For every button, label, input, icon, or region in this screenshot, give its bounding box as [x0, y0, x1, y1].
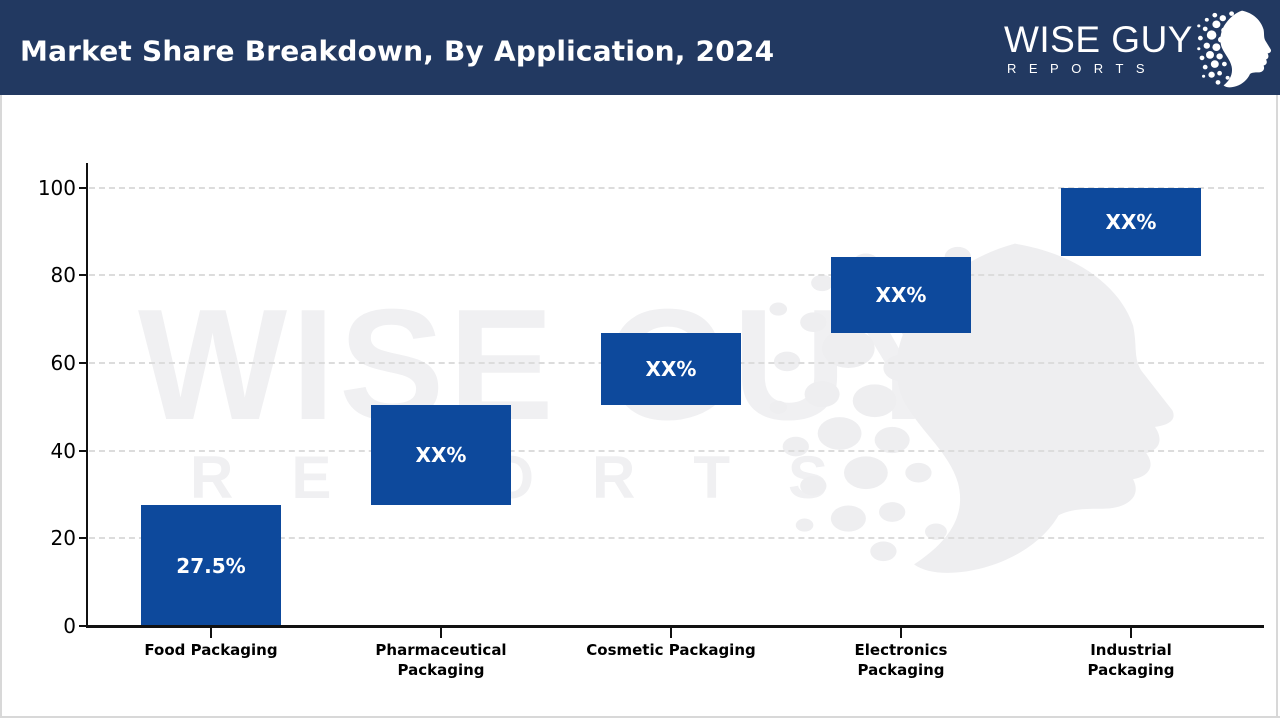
x-category-label: Food Packaging — [144, 641, 278, 659]
bar — [141, 505, 281, 626]
y-tick-mark — [79, 186, 88, 189]
y-tick-mark — [79, 274, 88, 277]
x-category-label: Cosmetic Packaging — [586, 641, 756, 659]
x-tick-mark — [1130, 628, 1132, 638]
frame-border-bottom — [0, 716, 1280, 718]
x-category-label: Electronics Packaging — [854, 641, 948, 680]
y-tick-label: 40 — [50, 438, 76, 463]
watermark-face-icon — [769, 243, 1174, 573]
y-tick-label: 20 — [50, 526, 76, 551]
watermark-text-line1: WISE GUY — [138, 277, 961, 453]
x-axis-spine — [86, 625, 1264, 628]
y-tick-mark — [79, 625, 88, 627]
y-tick-mark — [79, 537, 88, 540]
header-bar: Market Share Breakdown, By Application, … — [0, 0, 1280, 95]
gridline — [89, 274, 1264, 277]
frame-border-right — [1276, 95, 1278, 717]
y-tick-mark — [79, 361, 88, 364]
bar — [601, 332, 741, 405]
x-tick-mark — [670, 628, 672, 638]
logo-wordmark-line1: WISE GUY — [1003, 19, 1193, 60]
x-tick-mark — [900, 628, 902, 638]
y-tick-label: 60 — [50, 350, 76, 375]
bar-value-label: XX% — [415, 442, 467, 467]
gridline — [89, 186, 1264, 189]
gridline — [89, 537, 1264, 540]
bar-value-label: XX% — [875, 282, 927, 307]
logo-wordmark-line2: REPORTS — [1006, 61, 1158, 76]
page-title: Market Share Breakdown, By Application, … — [20, 34, 775, 68]
frame-border-left — [0, 95, 2, 717]
bar — [831, 256, 971, 333]
x-category-label: Industrial Packaging — [1087, 641, 1175, 680]
y-tick-mark — [79, 449, 88, 452]
bar-value-label: XX% — [645, 356, 697, 381]
bar — [371, 404, 511, 506]
bar-value-label: 27.5% — [176, 553, 246, 578]
dotted-face-logo-icon — [1197, 10, 1272, 88]
gridline — [89, 449, 1264, 452]
y-tick-label: 100 — [37, 175, 76, 200]
y-tick-label: 0 — [63, 614, 76, 638]
logo-wordmark: WISE GUY REPORTS — [1004, 21, 1193, 75]
bar-value-label: XX% — [1105, 209, 1157, 234]
bar — [1061, 187, 1201, 257]
x-category-label: Pharmaceutical Packaging — [375, 641, 507, 680]
x-tick-mark — [210, 628, 212, 638]
y-axis-spine — [86, 163, 88, 628]
x-tick-mark — [440, 628, 442, 638]
brand-logo: WISE GUY REPORTS — [1004, 5, 1274, 91]
y-tick-label: 80 — [50, 263, 76, 288]
